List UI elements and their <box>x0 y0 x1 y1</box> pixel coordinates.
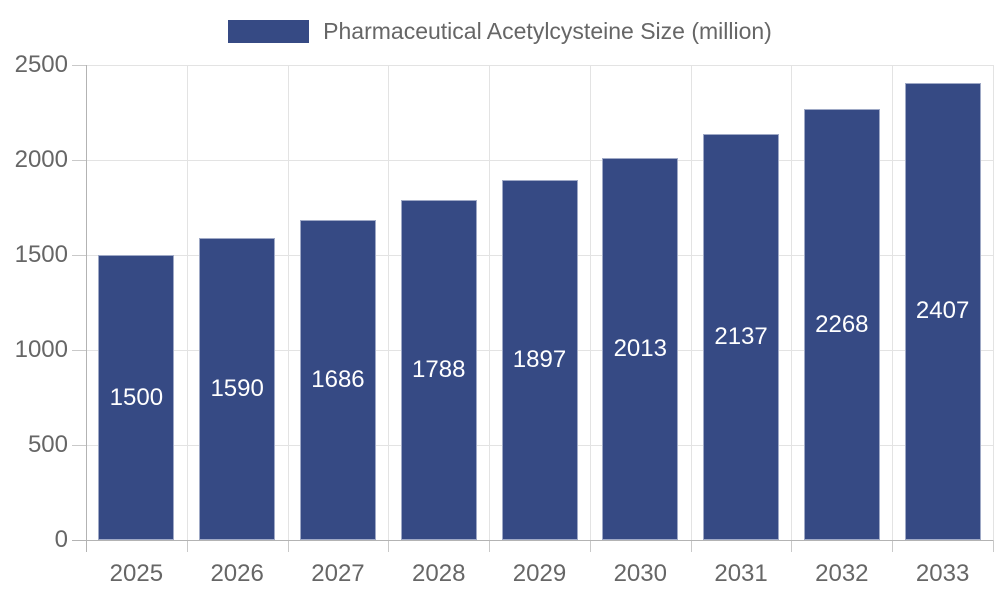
gridline-vertical <box>287 65 289 540</box>
x-axis-tick <box>589 540 591 552</box>
x-axis-tick <box>993 540 994 552</box>
bar <box>199 237 276 540</box>
bar-value-label: 2137 <box>714 322 768 350</box>
bar-value-label: 2013 <box>613 334 667 362</box>
y-axis-tick-label: 1000 <box>14 336 68 363</box>
x-axis-tick <box>892 540 894 552</box>
y-axis-line <box>86 65 87 552</box>
x-axis-tick <box>388 540 390 552</box>
bar <box>400 200 477 540</box>
y-axis-tick <box>72 65 86 66</box>
x-axis-tick-label: 2029 <box>512 560 567 587</box>
y-axis-tick-label: 1500 <box>14 241 68 268</box>
y-axis-tick <box>72 350 86 351</box>
bar-value-label: 1686 <box>311 365 365 393</box>
x-axis-tick-label: 2026 <box>210 560 264 587</box>
gridline-horizontal <box>86 160 993 161</box>
gridline-vertical <box>186 65 188 540</box>
x-axis-tick <box>690 540 692 552</box>
gridline-vertical <box>791 65 793 540</box>
bar <box>904 82 981 540</box>
y-axis-tick <box>72 255 86 256</box>
x-axis-tick-label: 2032 <box>815 560 869 587</box>
x-axis-tick-label: 2033 <box>915 560 970 587</box>
bar-value-label: 1500 <box>109 383 164 411</box>
bar-value-label: 2268 <box>815 310 869 338</box>
x-axis-tick-label: 2025 <box>109 560 164 587</box>
bar-value-label: 2407 <box>915 297 970 325</box>
y-axis-tick-label: 2000 <box>14 146 68 173</box>
y-axis-tick <box>72 445 86 446</box>
bar <box>602 157 679 540</box>
bar <box>299 219 376 540</box>
chart-legend[interactable]: Pharmaceutical Acetylcysteine Size (mill… <box>0 18 1000 45</box>
y-axis-tick-label: 500 <box>27 431 68 458</box>
bar-value-label: 1897 <box>512 345 567 373</box>
gridline-vertical <box>993 65 994 540</box>
x-axis-line <box>72 540 993 541</box>
bar-value-label: 1590 <box>210 374 264 402</box>
x-axis-tick <box>489 540 491 552</box>
x-axis-tick-label: 2027 <box>311 560 365 587</box>
gridline-vertical <box>489 65 491 540</box>
gridline-vertical <box>589 65 591 540</box>
legend-label: Pharmaceutical Acetylcysteine Size (mill… <box>323 18 772 44</box>
bar <box>98 255 175 540</box>
y-axis-tick <box>72 160 86 161</box>
bar <box>703 133 780 540</box>
x-axis-tick <box>287 540 289 552</box>
gridline-vertical <box>690 65 692 540</box>
x-axis-tick-label: 2028 <box>412 560 466 587</box>
bar <box>803 109 880 540</box>
y-axis-tick-label: 2500 <box>14 51 68 78</box>
gridline-vertical <box>892 65 894 540</box>
legend-swatch <box>228 20 310 43</box>
gridline-vertical <box>388 65 390 540</box>
bar-value-label: 1788 <box>412 356 466 384</box>
y-axis-tick-label: 0 <box>54 526 68 553</box>
x-axis-tick <box>186 540 188 552</box>
x-axis-tick-label: 2031 <box>714 560 768 587</box>
x-axis-tick <box>791 540 793 552</box>
x-axis-tick-label: 2030 <box>613 560 667 587</box>
bar <box>501 179 578 540</box>
gridline-horizontal <box>86 65 993 66</box>
